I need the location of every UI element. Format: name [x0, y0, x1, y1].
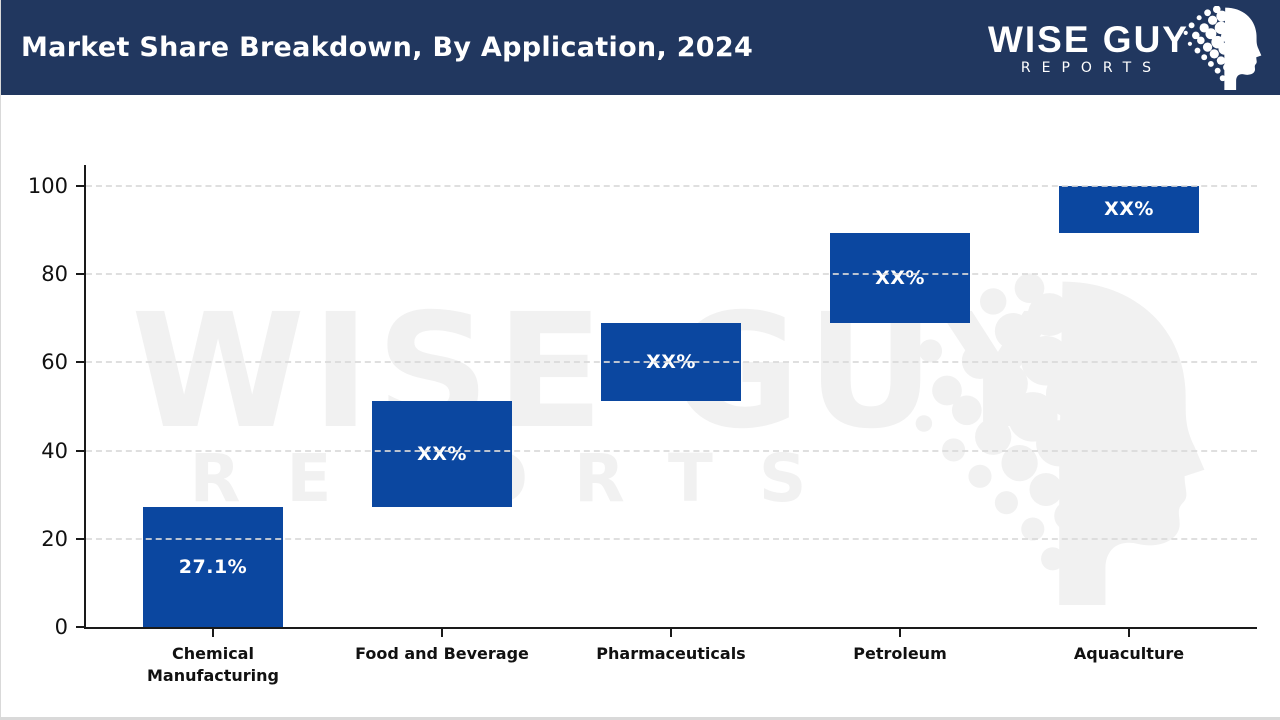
- gridlines-layer: [1, 95, 1280, 717]
- bar-segment: 27.1%: [143, 507, 283, 627]
- x-category-label: Food and Beverage: [355, 644, 529, 663]
- x-tick-mark: [899, 629, 901, 637]
- brand-logo-text: WISE GUY REPORTS: [988, 21, 1189, 76]
- y-tick-mark: [76, 626, 84, 628]
- chart-title: Market Share Breakdown, By Application, …: [21, 32, 754, 63]
- x-tick-mark: [212, 629, 214, 637]
- x-category-label: Chemical Manufacturing: [147, 644, 279, 685]
- x-category-label: Pharmaceuticals: [596, 644, 746, 663]
- brand-subtitle: REPORTS: [1020, 59, 1163, 76]
- bar-segment: XX%: [1059, 186, 1199, 233]
- y-tick-label: 60: [41, 350, 68, 375]
- x-tick-mark: [1128, 629, 1130, 637]
- bar-segment: XX%: [372, 400, 512, 508]
- chart-canvas: WISE GUY REPORTS 27.1% XX% XX% XX%: [1, 95, 1280, 717]
- y-axis-line: [84, 165, 86, 629]
- axis-labels-layer: 0 20 40 60 80 100 Chemical Manufacturing Food an…: [1, 95, 1280, 717]
- bar-value-label: XX%: [875, 266, 925, 289]
- y-tick-label: 40: [41, 438, 68, 463]
- bar-value-label: 27.1%: [178, 556, 248, 579]
- y-tick-label: 0: [54, 615, 68, 639]
- y-tick-mark: [76, 449, 84, 452]
- y-tick-mark: [76, 361, 84, 364]
- y-tick-mark: [76, 537, 84, 540]
- bar-segment: XX%: [830, 232, 970, 323]
- gridline: [86, 273, 1257, 276]
- brand-head-icon: [1183, 6, 1262, 90]
- gridline: [86, 449, 1257, 452]
- x-tick-mark: [670, 629, 672, 637]
- y-tick-label: 20: [41, 526, 68, 551]
- y-tick-mark: [76, 273, 84, 276]
- bars-layer: 27.1% XX% XX% XX% XX%: [1, 95, 1280, 717]
- header-bar: Market Share Breakdown, By Application, …: [1, 0, 1280, 95]
- gridline: [86, 185, 1257, 187]
- bar-value-label: XX%: [417, 443, 467, 466]
- brand-logo: WISE GUY REPORTS: [988, 6, 1267, 90]
- axes-layer: [1, 95, 1280, 717]
- y-tick-mark: [76, 185, 84, 187]
- y-tick-label: 80: [41, 262, 68, 287]
- x-tick-mark: [441, 629, 443, 637]
- gridline: [86, 361, 1257, 364]
- y-tick-label: 100: [27, 174, 68, 198]
- gridline: [86, 537, 1257, 540]
- brand-name: WISE GUY: [987, 18, 1189, 60]
- bar-value-label: XX%: [1104, 198, 1154, 221]
- x-category-label: Petroleum: [853, 644, 947, 663]
- x-category-label: Aquaculture: [1073, 644, 1185, 663]
- x-axis-line: [84, 627, 1257, 629]
